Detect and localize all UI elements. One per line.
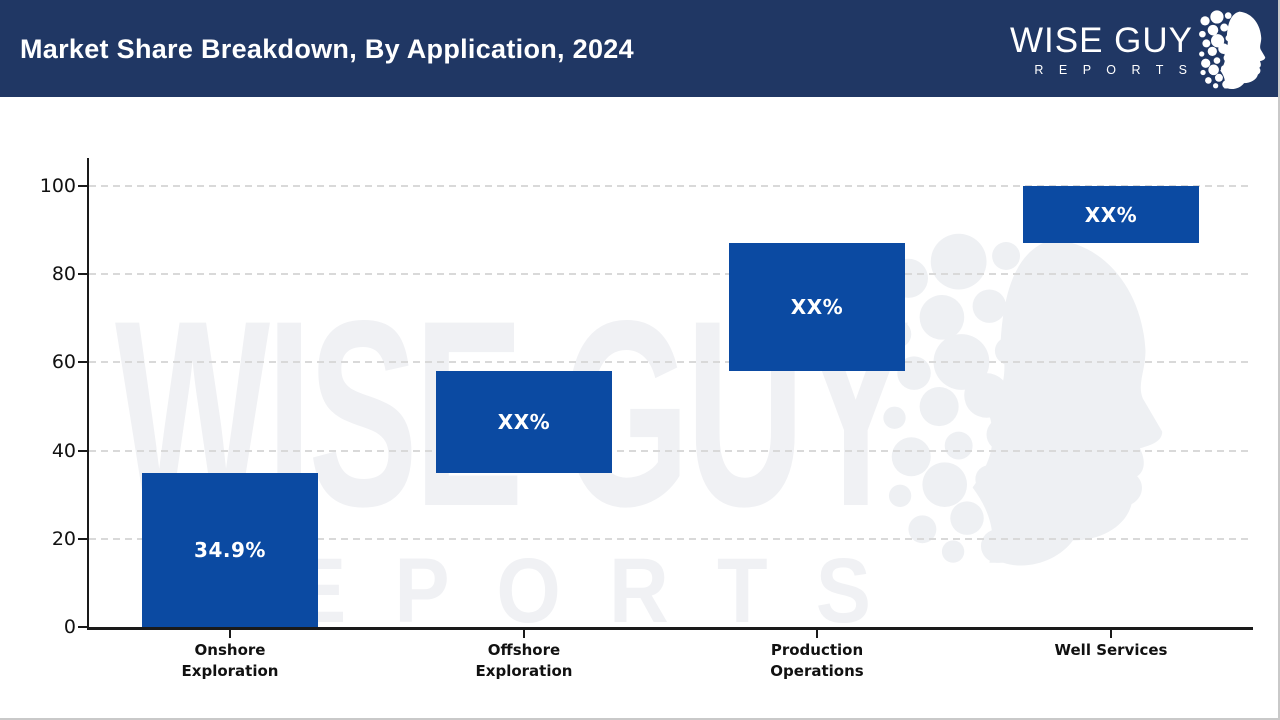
x-category-label: Offshore Exploration: [414, 640, 634, 682]
y-tick-label: 20: [51, 527, 76, 550]
x-category-label: Production Operations: [707, 640, 927, 682]
bar-value-label: XX%: [497, 410, 551, 435]
page-title: Market Share Breakdown, By Application, …: [20, 34, 634, 64]
y-gridline: [89, 273, 1253, 276]
x-category-label-line: Exploration: [475, 662, 573, 680]
y-gridline: [89, 449, 1253, 452]
x-tick-mark: [1110, 630, 1112, 638]
x-category-label-line: Exploration: [181, 662, 279, 680]
bar-value-label: 34.9%: [194, 538, 266, 563]
brand-text: WISE GUY R E P O R T S: [1010, 22, 1193, 78]
y-tick-label: 40: [51, 439, 76, 462]
x-tick-mark: [229, 630, 231, 638]
y-gridline: [89, 185, 1253, 187]
brand-face-icon: [1199, 10, 1266, 90]
brand-logo: WISE GUY R E P O R T S: [1010, 8, 1266, 92]
brand-name: WISE GUY: [1009, 21, 1193, 60]
y-tick-mark: [78, 626, 87, 628]
y-tick-mark: [78, 449, 87, 452]
y-gridline: [89, 537, 1253, 540]
x-category-label-line: Onshore: [194, 641, 266, 659]
x-category-label: Onshore Exploration: [120, 640, 340, 682]
x-category-label: Well Services: [1001, 640, 1221, 661]
y-tick-mark: [78, 273, 87, 276]
y-tick-mark: [78, 185, 87, 187]
x-category-label-line: Well Services: [1054, 641, 1168, 659]
header: Market Share Breakdown, By Application, …: [0, 0, 1280, 97]
waterfall-bar: XX%: [1023, 186, 1199, 244]
waterfall-bar: XX%: [436, 371, 612, 474]
x-tick-mark: [523, 630, 525, 638]
x-category-label-line: Offshore: [487, 641, 561, 659]
bar-value-label: XX%: [790, 295, 844, 320]
x-category-label-line: Production: [770, 641, 864, 659]
y-tick-label: 100: [39, 175, 76, 197]
brand-subname: R E P O R T S: [1034, 63, 1193, 77]
waterfall-bar: XX%: [729, 243, 905, 372]
x-tick-mark: [816, 630, 818, 638]
x-axis-line: [87, 627, 1253, 630]
y-gridline: [89, 361, 1253, 364]
y-tick-mark: [78, 537, 87, 540]
bar-value-label: XX%: [1084, 202, 1138, 227]
x-category-label-line: Operations: [770, 662, 864, 680]
y-tick-mark: [78, 361, 87, 364]
y-tick-label: 80: [51, 263, 76, 286]
y-tick-label: 0: [63, 616, 76, 638]
waterfall-bar: 34.9%: [142, 473, 318, 627]
watermark-face-icon: [883, 233, 1163, 566]
y-axis-line: [87, 158, 89, 630]
y-tick-label: 60: [51, 351, 76, 374]
